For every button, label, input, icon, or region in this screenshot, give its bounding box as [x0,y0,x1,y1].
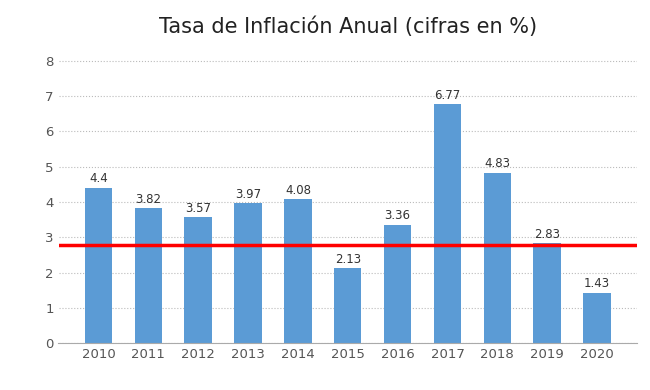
Text: 2.83: 2.83 [534,228,560,241]
Bar [434,104,461,343]
Bar [534,243,561,343]
Bar [185,217,212,343]
Title: Tasa de Inflación Anual (cifras en %): Tasa de Inflación Anual (cifras en %) [159,16,537,37]
Bar [484,173,511,343]
Text: 4.83: 4.83 [484,157,510,170]
Text: 4.4: 4.4 [89,172,108,186]
Bar [384,225,411,343]
Text: 4.08: 4.08 [285,184,311,197]
Text: 1.43: 1.43 [584,277,610,290]
Bar [235,203,262,343]
Bar [135,208,162,343]
Text: 3.82: 3.82 [135,193,161,206]
Bar [84,188,112,343]
Text: 3.36: 3.36 [385,209,411,222]
Text: 3.97: 3.97 [235,188,261,200]
Bar [334,268,361,343]
Bar [284,199,311,343]
Bar [583,293,611,343]
Text: 3.57: 3.57 [185,202,211,215]
Text: 6.77: 6.77 [434,89,461,102]
Text: 2.13: 2.13 [335,253,361,266]
